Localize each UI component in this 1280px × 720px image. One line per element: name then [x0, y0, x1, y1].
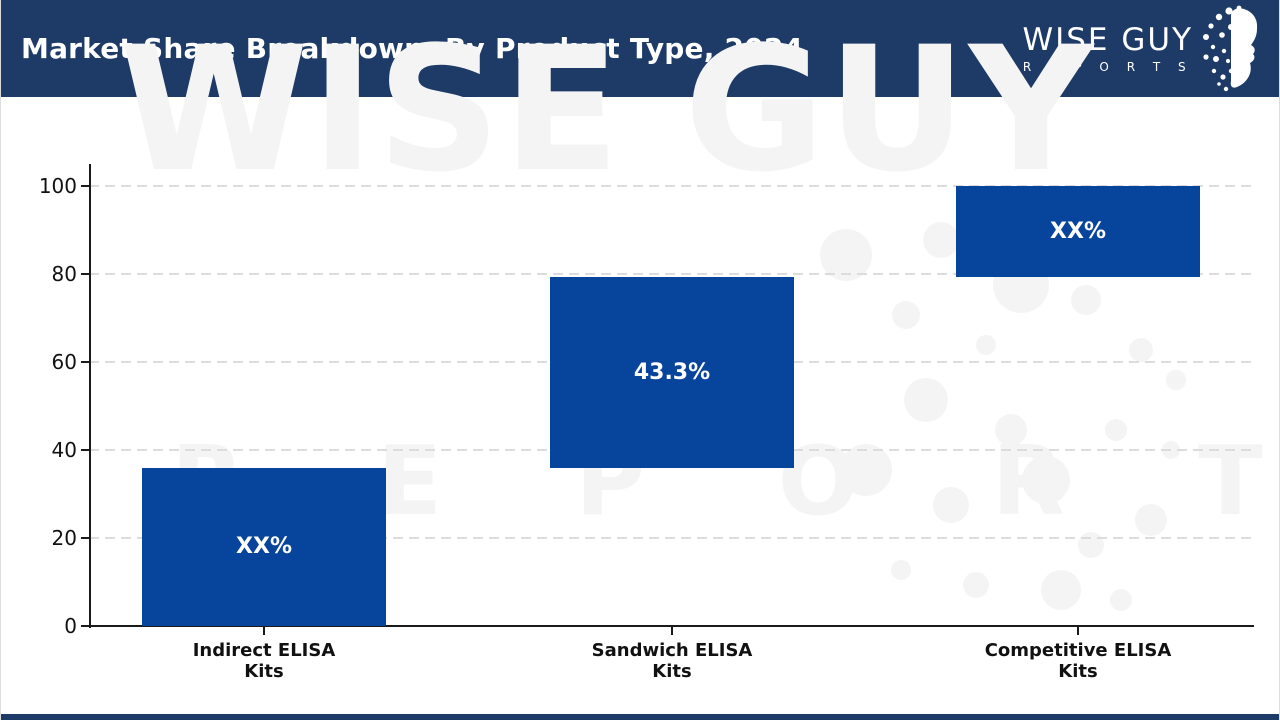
x-tick-mark — [671, 627, 673, 635]
y-tick-label: 40 — [51, 438, 77, 462]
header-bar: Market Share Breakdown, By Product Type,… — [1, 0, 1279, 97]
watermark-wordmark: WISE GUY — [119, 9, 1096, 210]
logo-text: WISE GUY R E P O R T S — [1022, 21, 1193, 74]
y-tick-mark — [81, 185, 89, 187]
gridline-y100 — [89, 185, 1254, 187]
x-axis-line — [89, 625, 1254, 627]
y-tick-label: 0 — [64, 614, 77, 638]
page-title: Market Share Breakdown, By Product Type,… — [21, 32, 804, 65]
gridline-y20 — [89, 537, 1254, 539]
y-tick-mark — [81, 625, 89, 627]
logo-subtext: R E P O R T S — [1022, 59, 1193, 74]
y-tick-label: 20 — [51, 526, 77, 550]
y-tick-label: 100 — [38, 174, 77, 198]
y-tick-label: 80 — [51, 262, 77, 286]
bar-value-label: 43.3% — [633, 359, 711, 385]
bar-segment: XX% — [956, 186, 1200, 278]
logo-wordmark: WISE GUY — [1022, 21, 1193, 58]
x-category-label: Competitive ELISA Kits — [984, 640, 1172, 682]
x-tick-mark — [1077, 627, 1079, 635]
y-axis-line — [89, 164, 91, 628]
logo-face-icon — [1203, 5, 1258, 91]
watermark-face-dots — [820, 222, 1186, 611]
y-tick-mark — [81, 537, 89, 539]
wise-guy-logo: WISE GUY R E P O R T S — [1022, 5, 1263, 93]
y-tick-label: 60 — [51, 350, 77, 374]
bar-segment: 43.3% — [550, 277, 794, 468]
x-category-label: Sandwich ELISA Kits — [591, 640, 753, 682]
footer-strip — [1, 714, 1279, 720]
bar-segment: XX% — [142, 467, 386, 626]
y-tick-mark — [81, 449, 89, 451]
x-category-label: Indirect ELISA Kits — [192, 640, 336, 682]
bar-value-label: XX% — [236, 534, 292, 560]
bar-value-label: XX% — [1050, 219, 1106, 245]
gridline-y80 — [89, 273, 1254, 275]
waterfall-chart: WISE GUY R E P O R T S 0 20 40 60 80 100 XX% I… — [1, 9, 1279, 714]
y-tick-mark — [81, 273, 89, 275]
x-tick-mark — [263, 627, 265, 635]
y-tick-mark — [81, 361, 89, 363]
